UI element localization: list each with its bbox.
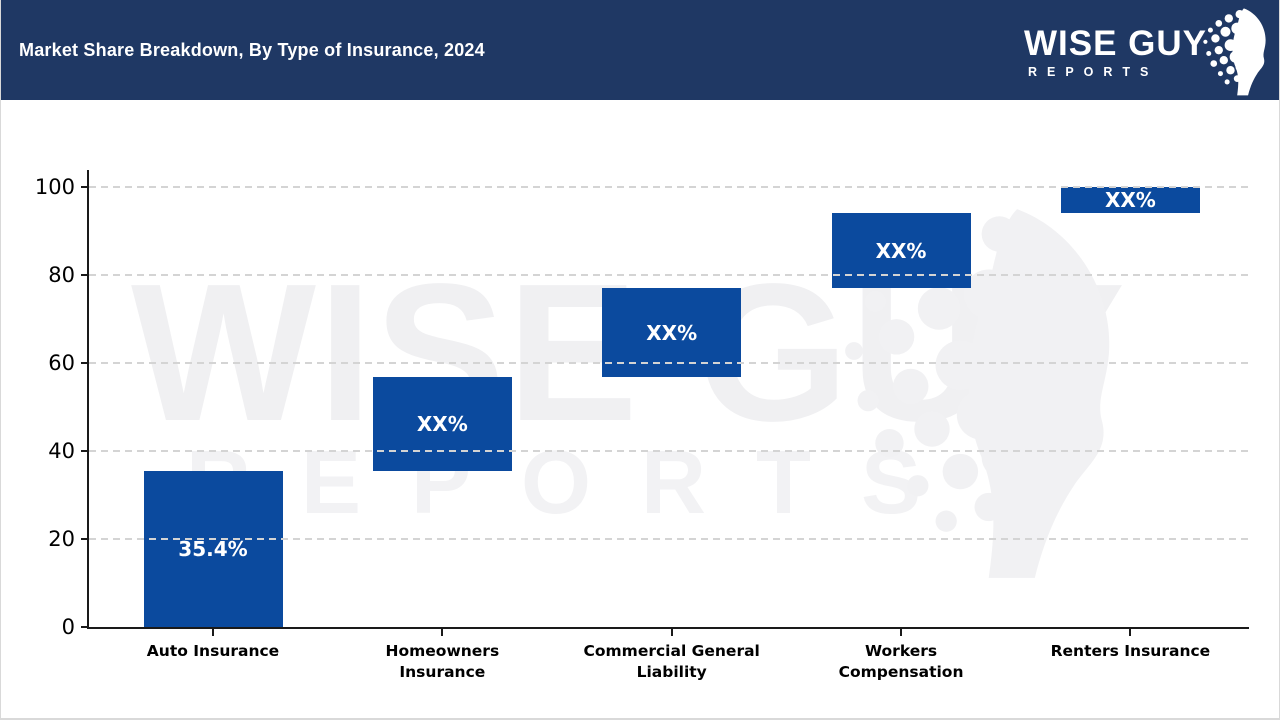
x-tickmark-workers-compensation — [900, 629, 903, 636]
y-tickmark-0 — [81, 626, 88, 628]
x-tick-label-line: Commercial General — [583, 642, 760, 660]
brand-text: WISE GUY REPORTS — [1023, 23, 1207, 79]
bar-workers-compensation: XX% — [831, 212, 971, 289]
y-tick-label-60: 60 — [48, 351, 75, 375]
x-tick-label-commercial-general-liability: Commercial General Liability — [584, 641, 760, 683]
x-tick-label-line: Homeowners — [385, 642, 500, 660]
bar-value-label: XX% — [875, 238, 927, 263]
y-axis-line — [87, 170, 89, 629]
x-axis-line — [87, 627, 1249, 629]
x-tick-label-line: Workers — [864, 642, 938, 660]
gridline-80 — [89, 274, 1249, 276]
bar-value-label: 35.4% — [178, 537, 248, 562]
bar-renters-insurance: XX% — [1060, 187, 1200, 213]
x-tick-label-renters-insurance: Renters Insurance — [1051, 641, 1211, 662]
x-tickmark-homeowners-insurance — [441, 629, 444, 636]
x-tick-label-workers-compensation: Workers Compensation — [839, 641, 964, 683]
x-tick-label-auto-insurance: Auto Insurance — [147, 641, 279, 662]
gridline-40 — [89, 450, 1249, 452]
x-tickmark-auto-insurance — [212, 629, 214, 636]
bar-homeowners-insurance: XX% — [372, 377, 512, 472]
y-tick-label-0: 0 — [61, 615, 75, 639]
x-tick-label-line: Liability — [636, 663, 707, 681]
y-tick-label-20: 20 — [48, 527, 75, 551]
x-tickmark-renters-insurance — [1129, 629, 1132, 636]
y-tickmark-40 — [81, 450, 88, 452]
y-tick-label-80: 80 — [48, 263, 75, 287]
x-tick-label-line: Auto Insurance — [146, 642, 280, 660]
brand-subtitle: REPORTS — [1027, 64, 1159, 79]
brand-name: WISE GUY — [1023, 23, 1207, 63]
bar-auto-insurance: 35.4% — [143, 471, 283, 627]
y-tickmark-20 — [81, 538, 88, 540]
gridline-60 — [89, 362, 1249, 364]
x-tick-label-line: Compensation — [838, 663, 964, 681]
bar-value-label: XX% — [1104, 187, 1156, 212]
brand-logo: WISE GUY REPORTS — [1024, 6, 1273, 96]
y-tick-label-40: 40 — [48, 439, 75, 463]
bar-value-label: XX% — [646, 320, 698, 345]
x-tickmark-commercial-general-liability — [670, 629, 673, 636]
x-tick-label-line: Renters Insurance — [1050, 642, 1211, 660]
y-tickmark-100 — [81, 186, 88, 188]
gridline-100 — [89, 186, 1249, 188]
x-tick-label-homeowners-insurance: Homeowners Insurance — [386, 641, 500, 683]
y-tickmark-80 — [81, 274, 88, 276]
dotted-head-profile-icon — [1203, 8, 1266, 96]
bar-value-label: XX% — [416, 412, 468, 437]
y-tickmark-60 — [81, 362, 88, 364]
x-tick-label-line: Insurance — [399, 663, 486, 681]
gridline-20 — [89, 538, 1249, 540]
page-title: Market Share Breakdown, By Type of Insur… — [19, 39, 485, 60]
header-bar: Market Share Breakdown, By Type of Insur… — [1, 0, 1279, 100]
y-tick-label-100: 100 — [34, 175, 75, 199]
